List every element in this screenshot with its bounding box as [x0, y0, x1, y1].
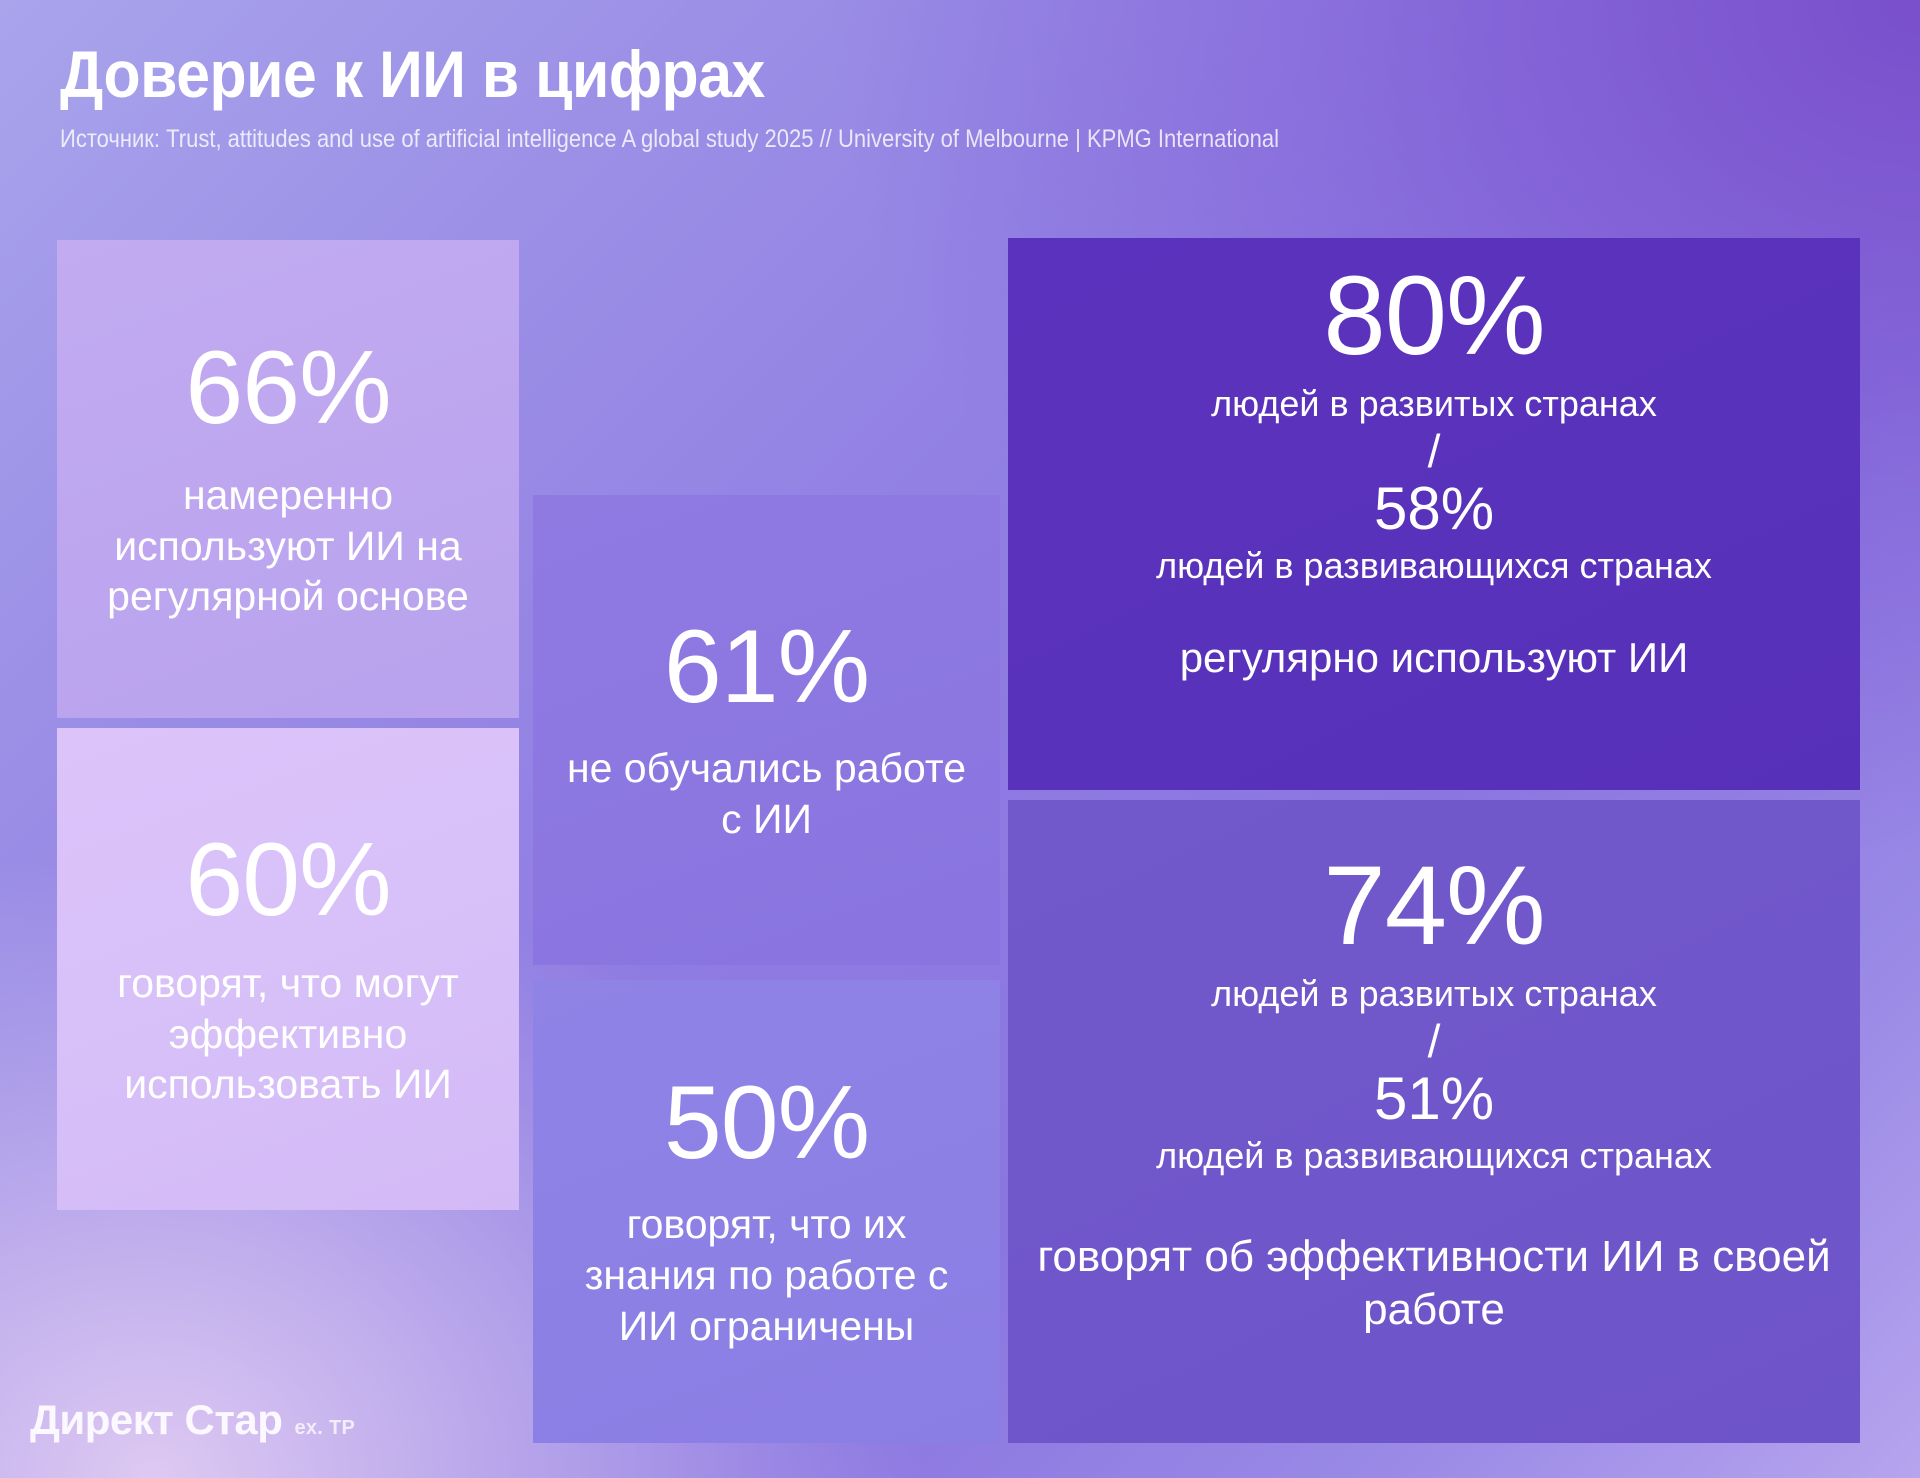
stat-sub-developed-74: людей в развитых странах	[1211, 973, 1657, 1014]
stat-sub-developing-51: людей в развивающихся странах	[1156, 1135, 1712, 1177]
header: Доверие к ИИ в цифрах Источник: Trust, a…	[60, 37, 1860, 154]
stat-card-50: 50% говорят, что их знания по работе с И…	[533, 980, 1000, 1443]
stat-value-50: 50%	[663, 1065, 870, 1182]
stat-label-61: не обучались работе с ИИ	[566, 745, 967, 842]
source-line: Источник: Trust, attitudes and use of ar…	[60, 125, 1279, 154]
page-title: Доверие к ИИ в цифрах	[60, 37, 765, 111]
brand-logo: Директ Стар ex. TP	[30, 1396, 355, 1444]
stat-card-60: 60% говорят, что могут эффективно исполь…	[57, 728, 519, 1210]
stat-sub-developed-80: людей в развитых странах	[1211, 383, 1657, 424]
stat-caption-80-58: регулярно используют ИИ	[1179, 633, 1689, 681]
stat-value-66: 66%	[185, 329, 391, 446]
stat-card-74-51: 74% людей в развитых странах / 51% людей…	[1008, 800, 1860, 1443]
stat-value-60: 60%	[185, 821, 391, 938]
stat-value-51: 51%	[1373, 1065, 1495, 1133]
stat-label-60: говорят, что могут эффективно использова…	[117, 959, 459, 1108]
stat-value-58: 58%	[1373, 475, 1495, 543]
slash-separator-74: /	[1427, 1015, 1441, 1068]
stat-value-80: 80%	[1323, 253, 1545, 378]
slash-separator-80: /	[1427, 425, 1441, 478]
stat-value-74: 74%	[1323, 843, 1545, 968]
stat-label-50: говорят, что их знания по работе с ИИ ог…	[584, 1201, 949, 1349]
stat-card-61: 61% не обучались работе с ИИ	[533, 495, 1000, 965]
brand-logo-suffix: ex. TP	[294, 1417, 356, 1439]
brand-logo-name: Директ Стар	[30, 1396, 283, 1443]
stat-caption-74-51: говорят об эффективности ИИ в своей рабо…	[1037, 1231, 1831, 1335]
stat-value-61: 61%	[663, 609, 870, 726]
stat-card-80-58: 80% людей в развитых странах / 58% людей…	[1008, 238, 1860, 790]
stat-label-66: намеренно используют ИИ на регулярной ос…	[107, 471, 469, 620]
stat-card-66: 66% намеренно используют ИИ на регулярно…	[57, 240, 519, 718]
stat-sub-developing-58: людей в развивающихся странах	[1156, 545, 1712, 587]
